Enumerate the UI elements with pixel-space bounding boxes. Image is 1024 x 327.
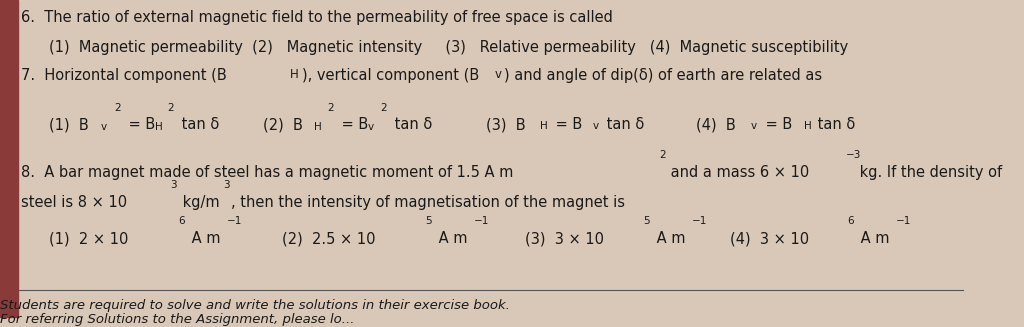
Text: 2: 2 <box>167 103 174 112</box>
Text: A m: A m <box>856 232 890 247</box>
Text: (1)  B: (1) B <box>49 117 88 132</box>
Text: −3: −3 <box>846 150 861 160</box>
Text: tan δ: tan δ <box>602 117 644 132</box>
Text: and a mass 6 × 10: and a mass 6 × 10 <box>667 165 810 181</box>
Text: −1: −1 <box>226 216 242 226</box>
Text: = B: = B <box>761 117 792 132</box>
Text: Students are required to solve and write the solutions in their exercise book.: Students are required to solve and write… <box>0 299 510 312</box>
Text: (2)  2.5 × 10: (2) 2.5 × 10 <box>283 232 376 247</box>
Text: v: v <box>751 121 757 131</box>
Text: H: H <box>290 68 299 81</box>
Text: = B: = B <box>551 117 582 132</box>
Text: steel is 8 × 10: steel is 8 × 10 <box>22 195 128 210</box>
Text: ) and angle of dip(δ) of earth are related as: ) and angle of dip(δ) of earth are relat… <box>504 68 822 83</box>
Text: v: v <box>593 121 599 131</box>
Text: −1: −1 <box>474 216 489 226</box>
Text: v: v <box>101 122 108 132</box>
Text: 3: 3 <box>223 180 229 190</box>
Text: 2: 2 <box>380 103 387 112</box>
Bar <box>0 0 17 317</box>
Text: (1)  Magnetic permeability  (2)   Magnetic intensity     (3)   Relative permeabi: (1) Magnetic permeability (2) Magnetic i… <box>49 40 848 55</box>
Text: = B: = B <box>124 117 155 132</box>
Text: v: v <box>495 68 501 81</box>
Text: kg. If the density of: kg. If the density of <box>855 165 1002 181</box>
Text: A m: A m <box>652 232 685 247</box>
Text: v: v <box>368 122 374 132</box>
Text: , then the intensity of magnetisation of the magnet is: , then the intensity of magnetisation of… <box>230 195 625 210</box>
Text: (1)  2 × 10: (1) 2 × 10 <box>49 232 128 247</box>
Text: 2: 2 <box>659 150 667 160</box>
Text: 2: 2 <box>327 103 334 112</box>
Text: 7.  Horizontal component (B: 7. Horizontal component (B <box>22 68 227 83</box>
Text: tan δ: tan δ <box>390 117 432 132</box>
Text: kg/m: kg/m <box>178 195 220 210</box>
Text: −1: −1 <box>896 216 911 226</box>
Text: 2: 2 <box>114 103 121 112</box>
Text: 6.  The ratio of external magnetic field to the permeability of free space is ca: 6. The ratio of external magnetic field … <box>22 9 613 25</box>
Text: (3)  B: (3) B <box>486 117 526 132</box>
Text: H: H <box>155 122 163 132</box>
Text: A m: A m <box>186 232 220 247</box>
Text: (4)  3 × 10: (4) 3 × 10 <box>730 232 809 247</box>
Text: 5: 5 <box>643 216 649 226</box>
Text: 6: 6 <box>178 216 184 226</box>
Text: A m: A m <box>434 232 467 247</box>
Text: 5: 5 <box>425 216 432 226</box>
Text: 6: 6 <box>848 216 854 226</box>
Text: tan δ: tan δ <box>177 117 219 132</box>
Text: H: H <box>804 121 811 131</box>
Text: 8.  A bar magnet made of steel has a magnetic moment of 1.5 A m: 8. A bar magnet made of steel has a magn… <box>22 165 514 181</box>
Text: (2)  B: (2) B <box>263 117 302 132</box>
Text: = B: = B <box>337 117 368 132</box>
Text: For referring Solutions to the Assignment, please lo...: For referring Solutions to the Assignmen… <box>0 313 354 326</box>
Text: H: H <box>314 122 322 132</box>
Text: 3: 3 <box>170 180 177 190</box>
Text: (3)  3 × 10: (3) 3 × 10 <box>525 232 604 247</box>
Text: ), vertical component (B: ), vertical component (B <box>302 68 479 83</box>
Text: tan δ: tan δ <box>813 117 856 132</box>
Text: H: H <box>540 121 548 131</box>
Text: −1: −1 <box>692 216 708 226</box>
Text: (4)  B: (4) B <box>695 117 735 132</box>
